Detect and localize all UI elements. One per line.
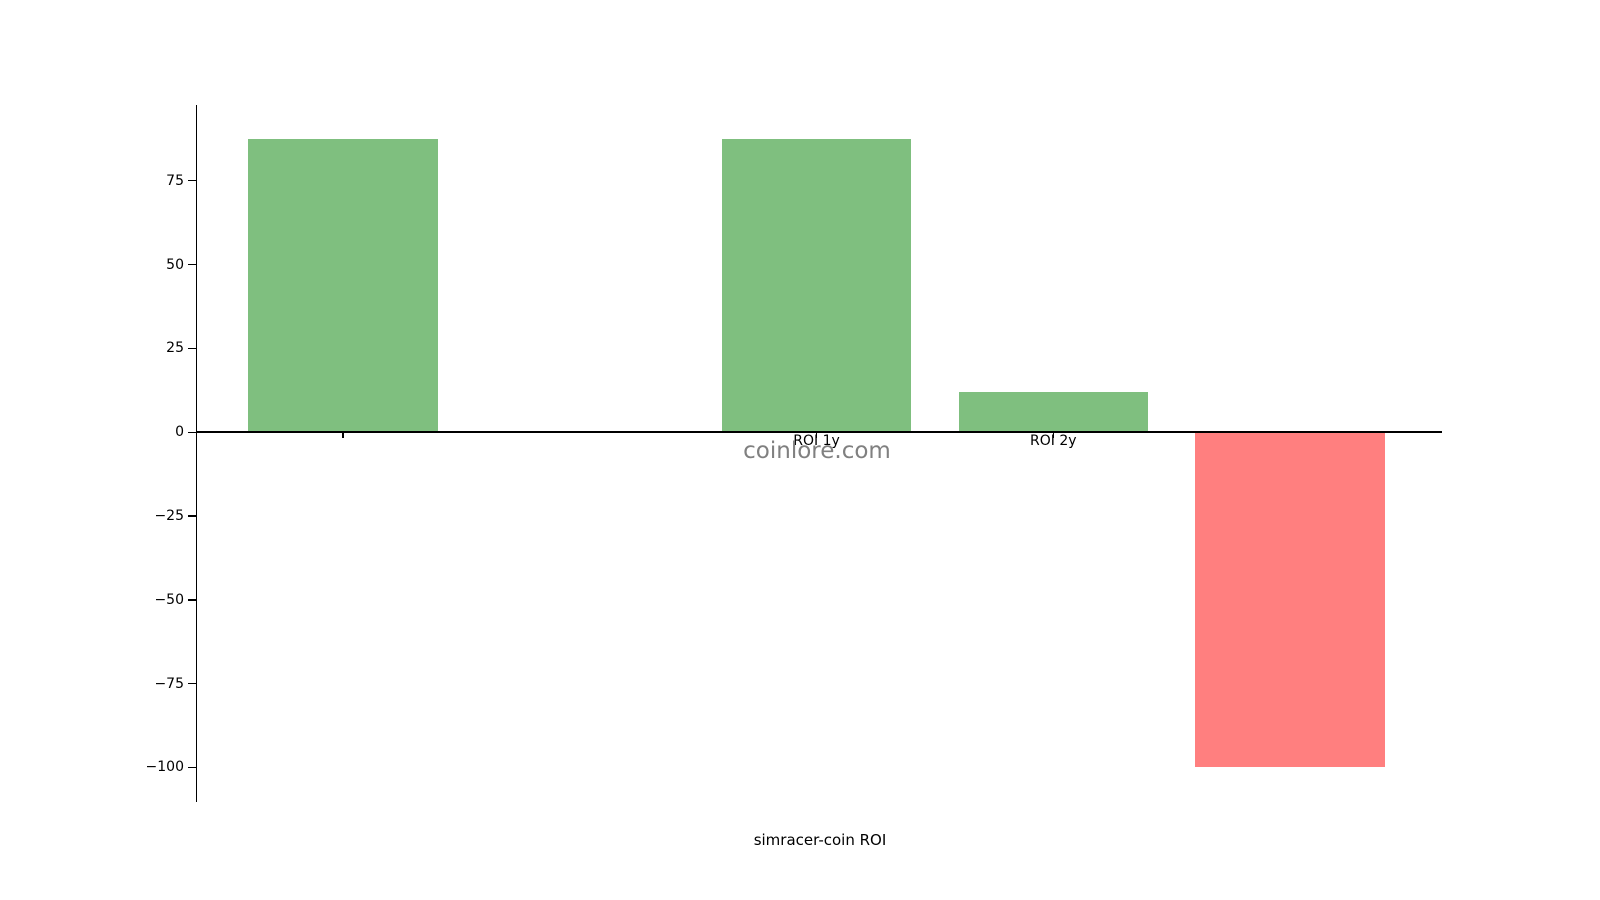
bar-roi-2y — [958, 391, 1148, 433]
chart-title: simracer-coin ROI — [753, 831, 887, 849]
x-tick-mark — [342, 432, 344, 439]
bar-series-0 — [248, 138, 438, 433]
y-axis-spine — [195, 105, 197, 802]
bar-series-3 — [1195, 432, 1385, 768]
y-tick-mark — [188, 180, 196, 182]
y-tick-label: 25 — [166, 340, 184, 357]
y-tick-label: −100 — [145, 759, 184, 776]
y-tick-mark — [188, 515, 196, 517]
y-tick-label: 50 — [166, 256, 184, 273]
x-tick-mark — [815, 432, 818, 439]
x-tick-label: ROI 2y — [1030, 433, 1077, 450]
y-tick-label: 75 — [166, 172, 184, 189]
x-axis-zero-line — [195, 431, 1442, 433]
watermark: coinlore.com — [743, 438, 891, 464]
y-tick-mark — [188, 347, 196, 350]
y-tick-label: −25 — [154, 508, 184, 525]
bar-roi-1y — [721, 138, 912, 433]
y-tick-mark — [188, 263, 196, 266]
y-tick-label: −75 — [154, 675, 184, 692]
y-tick-mark — [188, 766, 196, 769]
y-tick-label: −50 — [154, 591, 184, 608]
x-tick-mark — [1052, 432, 1054, 439]
y-tick-mark — [188, 682, 196, 685]
y-tick-mark — [188, 431, 196, 433]
y-tick-label: 0 — [175, 424, 184, 441]
y-tick-mark — [188, 599, 196, 601]
x-tick-label: ROI 1y — [793, 433, 840, 450]
